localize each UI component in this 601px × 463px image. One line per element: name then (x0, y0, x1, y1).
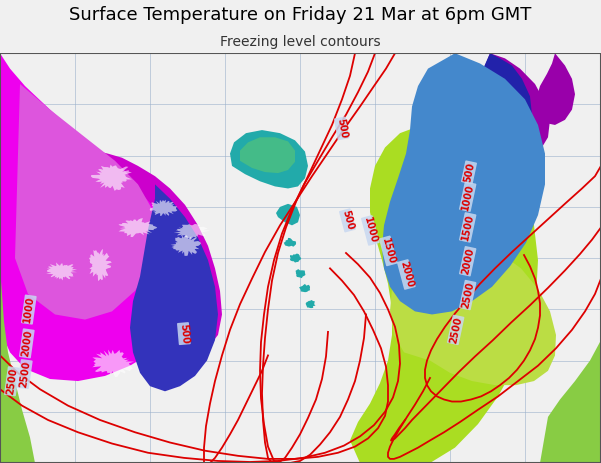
Polygon shape (15, 84, 158, 319)
Polygon shape (174, 224, 210, 239)
Polygon shape (284, 238, 296, 247)
Text: Surface Temperature on Friday 21 Mar at 6pm GMT: Surface Temperature on Friday 21 Mar at … (69, 6, 532, 24)
Polygon shape (290, 254, 301, 263)
Polygon shape (46, 263, 77, 281)
Text: 1000: 1000 (362, 216, 379, 245)
Polygon shape (470, 53, 550, 166)
Text: 500: 500 (462, 162, 476, 183)
Text: 1000: 1000 (460, 182, 475, 211)
Polygon shape (306, 300, 316, 308)
Polygon shape (390, 240, 556, 385)
Polygon shape (240, 137, 295, 173)
Polygon shape (230, 130, 308, 188)
Polygon shape (299, 284, 310, 292)
Polygon shape (276, 204, 300, 225)
Polygon shape (89, 249, 112, 281)
Text: 500: 500 (340, 209, 355, 232)
Polygon shape (540, 340, 601, 463)
Polygon shape (296, 269, 305, 278)
Text: 500: 500 (335, 118, 349, 139)
Polygon shape (0, 53, 222, 348)
Polygon shape (382, 53, 545, 314)
Text: 1000: 1000 (22, 295, 35, 324)
Polygon shape (350, 125, 538, 463)
Text: 2500: 2500 (5, 367, 19, 395)
Text: 2000: 2000 (20, 329, 34, 357)
Text: 1500: 1500 (460, 213, 475, 242)
Text: Freezing level contours: Freezing level contours (220, 35, 381, 49)
Text: 2500: 2500 (448, 316, 463, 344)
Polygon shape (118, 218, 157, 237)
Text: 2500: 2500 (18, 360, 32, 388)
Polygon shape (0, 53, 182, 381)
Text: 1500: 1500 (380, 237, 397, 265)
Polygon shape (470, 53, 532, 150)
Text: 2000: 2000 (398, 260, 415, 289)
Polygon shape (130, 184, 218, 391)
Polygon shape (91, 164, 132, 191)
Polygon shape (171, 235, 201, 256)
Polygon shape (536, 53, 575, 125)
Polygon shape (0, 269, 35, 463)
Text: 2500: 2500 (460, 281, 475, 309)
Polygon shape (92, 350, 134, 377)
Polygon shape (150, 200, 177, 216)
Text: 500: 500 (178, 323, 190, 344)
Text: 2000: 2000 (460, 247, 475, 275)
